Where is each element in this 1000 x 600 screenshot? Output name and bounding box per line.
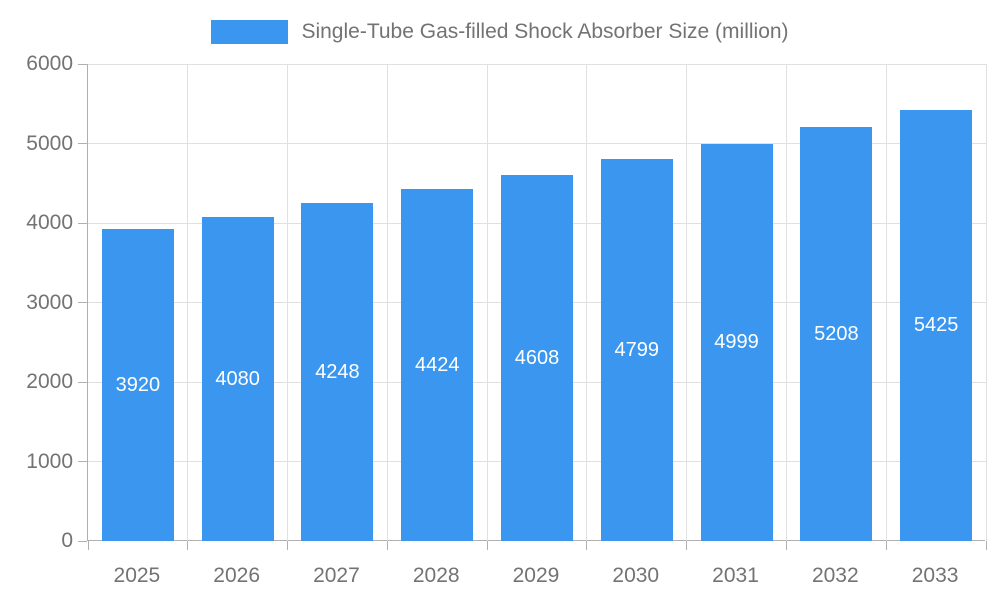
x-axis-tick [686, 541, 688, 550]
v-gridline [885, 64, 887, 541]
x-axis-tick-label: 2026 [213, 564, 260, 587]
legend-item[interactable]: Single-Tube Gas-filled Shock Absorber Si… [0, 17, 1000, 47]
y-axis-tick-label: 3000 [26, 290, 73, 314]
bar-value-label: 5425 [913, 314, 959, 337]
x-axis-tick [586, 541, 588, 550]
y-axis-tick-label: 5000 [26, 131, 73, 155]
legend-label: Single-Tube Gas-filled Shock Absorber Si… [301, 20, 789, 43]
x-axis-tick [187, 541, 189, 550]
plot-area: 3920 4080 4248 4424 4608 4799 4999 5208 5425 [78, 63, 987, 550]
y-axis-tick [78, 222, 87, 224]
bar-2033[interactable]: 5425 [900, 109, 973, 541]
x-axis-tick [486, 541, 488, 550]
v-gridline [386, 64, 388, 541]
bar-value-label: 5208 [814, 322, 859, 345]
bar-value-label: 4248 [315, 361, 360, 384]
x-axis-tick-label: 2032 [811, 564, 859, 587]
y-axis-tick-label: 4000 [26, 211, 73, 234]
bar-2029[interactable]: 4608 [501, 174, 573, 541]
x-axis-tick [87, 541, 89, 550]
y-axis-tick [78, 143, 87, 144]
x-axis-tick-label: 2031 [712, 564, 759, 587]
x-axis-tick-label: 2025 [113, 564, 161, 587]
v-gridline [586, 64, 588, 541]
y-axis-tick [78, 540, 87, 542]
bar-2027[interactable]: 4248 [301, 203, 374, 541]
x-axis-tick-label: 2033 [911, 564, 959, 587]
x-axis-tick [287, 541, 289, 550]
v-gridline [985, 64, 987, 541]
bar-value-label: 4799 [614, 339, 660, 362]
y-axis-tick [78, 461, 87, 462]
bar-value-label: 4424 [414, 354, 460, 377]
legend-swatch [211, 20, 289, 44]
y-axis-tick [78, 63, 87, 65]
h-gridline [88, 143, 986, 144]
v-gridline [785, 64, 787, 541]
h-gridline [88, 63, 986, 65]
bar-2028[interactable]: 4424 [401, 189, 474, 541]
bar-value-label: 4999 [714, 331, 759, 354]
y-axis-tick [78, 381, 87, 383]
y-axis-tick-label: 0 [61, 529, 73, 552]
x-axis-tick-label: 2027 [313, 564, 360, 587]
x-axis-tick-label: 2028 [412, 564, 460, 587]
bar-value-label: 4080 [215, 367, 260, 390]
bar-2025[interactable]: 3920 [101, 229, 174, 541]
bar-value-label: 4608 [514, 346, 560, 369]
x-axis-tick [386, 541, 388, 550]
x-axis-tick [885, 541, 887, 550]
y-axis-tick [78, 302, 87, 303]
x-axis-tick-label: 2029 [512, 564, 560, 587]
y-axis-tick-label: 1000 [26, 449, 73, 473]
bar-2030[interactable]: 4799 [600, 159, 673, 541]
v-gridline [686, 64, 688, 541]
y-axis-tick-label: 2000 [26, 370, 73, 393]
x-axis-tick-label: 2030 [612, 564, 660, 587]
v-gridline [486, 64, 488, 541]
bar-2026[interactable]: 4080 [201, 216, 274, 541]
bar-2032[interactable]: 5208 [800, 126, 873, 541]
y-axis-tick-label: 6000 [26, 52, 73, 75]
v-gridline [287, 64, 289, 541]
x-axis-tick [785, 541, 787, 550]
bar-2031[interactable]: 4999 [700, 143, 773, 541]
v-gridline [187, 64, 189, 541]
bar-value-label: 3920 [115, 374, 161, 397]
x-axis-tick [985, 541, 987, 550]
